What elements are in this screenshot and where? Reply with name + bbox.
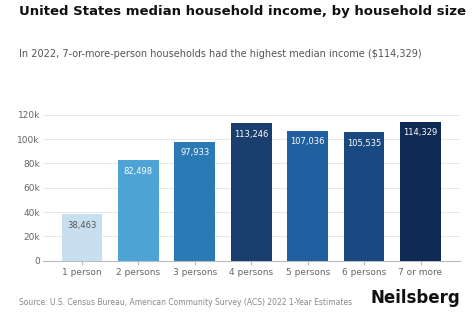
Bar [62, 214, 102, 261]
Text: 82,498: 82,498 [124, 167, 153, 176]
Text: 107,036: 107,036 [291, 137, 325, 146]
Text: 113,246: 113,246 [234, 130, 268, 139]
Text: Neilsberg: Neilsberg [370, 289, 460, 307]
Bar [174, 142, 215, 261]
Bar [344, 132, 384, 261]
Text: In 2022, 7-or-more-person households had the highest median income ($114,329): In 2022, 7-or-more-person households had… [19, 49, 421, 59]
Bar [287, 131, 328, 261]
Text: 97,933: 97,933 [180, 148, 210, 157]
Text: United States median household income, by household size: United States median household income, b… [19, 5, 466, 18]
Text: 38,463: 38,463 [67, 221, 97, 230]
Bar [400, 122, 441, 261]
Text: 105,535: 105,535 [347, 139, 381, 148]
Bar [231, 123, 272, 261]
Text: Source: U.S. Census Bureau, American Community Survey (ACS) 2022 1-Year Estimate: Source: U.S. Census Bureau, American Com… [19, 298, 352, 307]
Text: 114,329: 114,329 [403, 128, 438, 137]
Bar [118, 161, 159, 261]
